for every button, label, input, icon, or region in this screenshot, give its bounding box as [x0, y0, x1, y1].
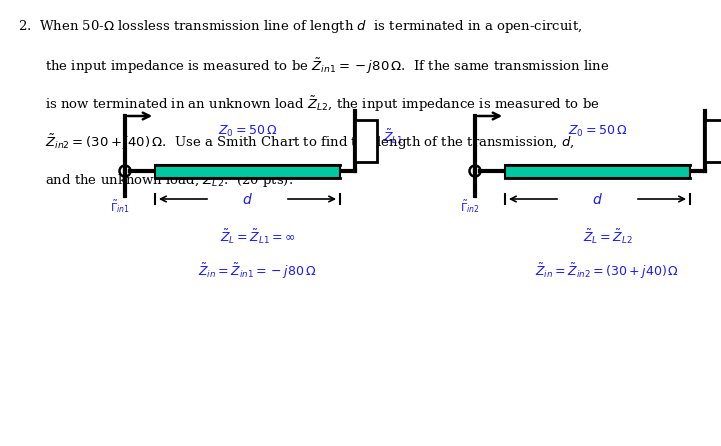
Bar [355, 120, 377, 162]
Text: $\tilde{Z}_L = \tilde{Z}_{L2}$: $\tilde{Z}_L = \tilde{Z}_{L2}$ [583, 227, 632, 245]
Bar [505, 165, 690, 178]
Text: and the unknown load, $\tilde{Z}_{L2}$.  (20 pts).: and the unknown load, $\tilde{Z}_{L2}$. … [45, 170, 293, 190]
Bar [155, 165, 340, 178]
Text: $\tilde{\Gamma}_{in2}$: $\tilde{\Gamma}_{in2}$ [460, 198, 479, 215]
Bar [705, 120, 721, 162]
Text: $\tilde{Z}_L = \tilde{Z}_{L1} = \infty$: $\tilde{Z}_L = \tilde{Z}_{L1} = \infty$ [220, 227, 295, 245]
Text: $d$: $d$ [592, 191, 603, 206]
Text: $d$: $d$ [242, 191, 253, 206]
Text: 2.  When 50-$\Omega$ lossless transmission line of length $d$  is terminated in : 2. When 50-$\Omega$ lossless transmissio… [18, 18, 583, 35]
Text: $Z_0 = 50\,\Omega$: $Z_0 = 50\,\Omega$ [218, 124, 277, 139]
Text: $\tilde{Z}_{in} = \tilde{Z}_{in2} = (30+j40)\,\Omega$: $\tilde{Z}_{in} = \tilde{Z}_{in2} = (30+… [536, 262, 680, 281]
Text: $Z_0 = 50\,\Omega$: $Z_0 = 50\,\Omega$ [568, 124, 627, 139]
Text: is now terminated in an unknown load $\tilde{Z}_{L2}$, the input impedance is me: is now terminated in an unknown load $\t… [45, 94, 600, 114]
Text: $\tilde{\Gamma}_{in1}$: $\tilde{\Gamma}_{in1}$ [110, 198, 130, 215]
Text: $\tilde{Z}_{in} = \tilde{Z}_{in1} = -j80\,\Omega$: $\tilde{Z}_{in} = \tilde{Z}_{in1} = -j80… [198, 262, 317, 281]
Text: $\tilde{Z}_{L1}$: $\tilde{Z}_{L1}$ [383, 128, 404, 146]
Text: $\tilde{Z}_{in2} = (30+j40)\,\Omega$.  Use a Smith Chart to find the length of t: $\tilde{Z}_{in2} = (30+j40)\,\Omega$. Us… [45, 132, 575, 152]
Text: the input impedance is measured to be $\tilde{Z}_{in1} = -j80\,\Omega$.  If the : the input impedance is measured to be $\… [45, 56, 609, 75]
